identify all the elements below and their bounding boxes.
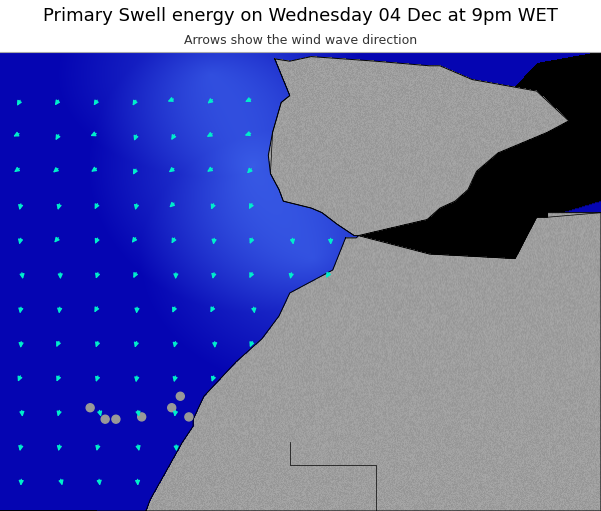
Text: Primary Swell energy on Wednesday 04 Dec at 9pm WET: Primary Swell energy on Wednesday 04 Dec… xyxy=(43,7,558,25)
Circle shape xyxy=(185,413,193,421)
Circle shape xyxy=(112,415,120,423)
Circle shape xyxy=(168,404,175,412)
Text: Arrows show the wind wave direction: Arrows show the wind wave direction xyxy=(184,34,417,47)
Circle shape xyxy=(138,413,145,421)
Circle shape xyxy=(176,392,185,400)
Circle shape xyxy=(101,415,109,423)
Circle shape xyxy=(86,404,94,412)
